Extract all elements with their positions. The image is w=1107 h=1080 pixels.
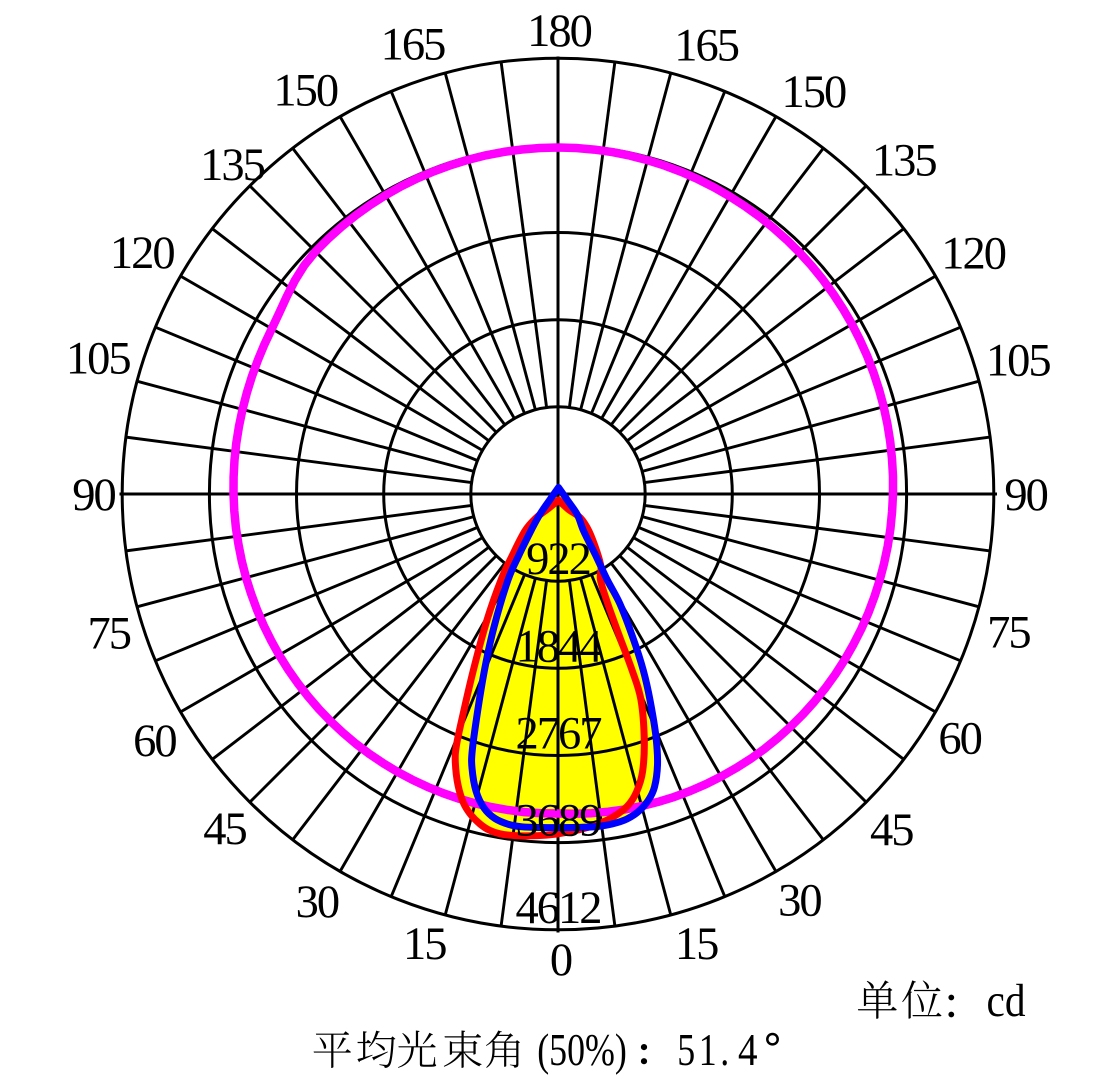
svg-text:15: 15 bbox=[675, 919, 718, 970]
svg-text:75: 75 bbox=[88, 608, 131, 659]
svg-text:30: 30 bbox=[778, 876, 821, 927]
svg-text:(50%): (50%) bbox=[537, 1024, 627, 1076]
svg-text:165: 165 bbox=[674, 20, 739, 71]
svg-text:165: 165 bbox=[381, 20, 446, 71]
svg-text:922: 922 bbox=[526, 534, 590, 585]
svg-text:150: 150 bbox=[782, 67, 847, 118]
svg-text:30: 30 bbox=[296, 877, 339, 928]
svg-text:90: 90 bbox=[72, 470, 115, 521]
svg-text:120: 120 bbox=[110, 228, 175, 279]
svg-text:2767: 2767 bbox=[516, 709, 602, 760]
svg-text:150: 150 bbox=[273, 66, 338, 117]
svg-text:4612: 4612 bbox=[516, 883, 601, 934]
svg-text:3689: 3689 bbox=[516, 796, 602, 847]
svg-text:105: 105 bbox=[986, 336, 1051, 387]
svg-text:135: 135 bbox=[200, 140, 265, 191]
svg-text:4: 4 bbox=[738, 1025, 758, 1076]
svg-text:45: 45 bbox=[870, 805, 913, 856]
svg-text:1844: 1844 bbox=[516, 621, 603, 672]
svg-text:75: 75 bbox=[987, 608, 1030, 659]
svg-text:60: 60 bbox=[133, 716, 176, 767]
svg-text:180: 180 bbox=[527, 6, 592, 57]
svg-text:45: 45 bbox=[203, 804, 246, 855]
svg-text:0: 0 bbox=[550, 935, 572, 986]
svg-text:60: 60 bbox=[938, 713, 981, 764]
svg-text:15: 15 bbox=[403, 919, 446, 970]
svg-text:51.: 51. bbox=[677, 1024, 733, 1075]
svg-text:120: 120 bbox=[941, 229, 1006, 280]
svg-text:cd: cd bbox=[987, 975, 1026, 1027]
svg-text:105: 105 bbox=[66, 333, 131, 384]
svg-text:90: 90 bbox=[1004, 470, 1047, 521]
svg-text:135: 135 bbox=[872, 136, 937, 187]
